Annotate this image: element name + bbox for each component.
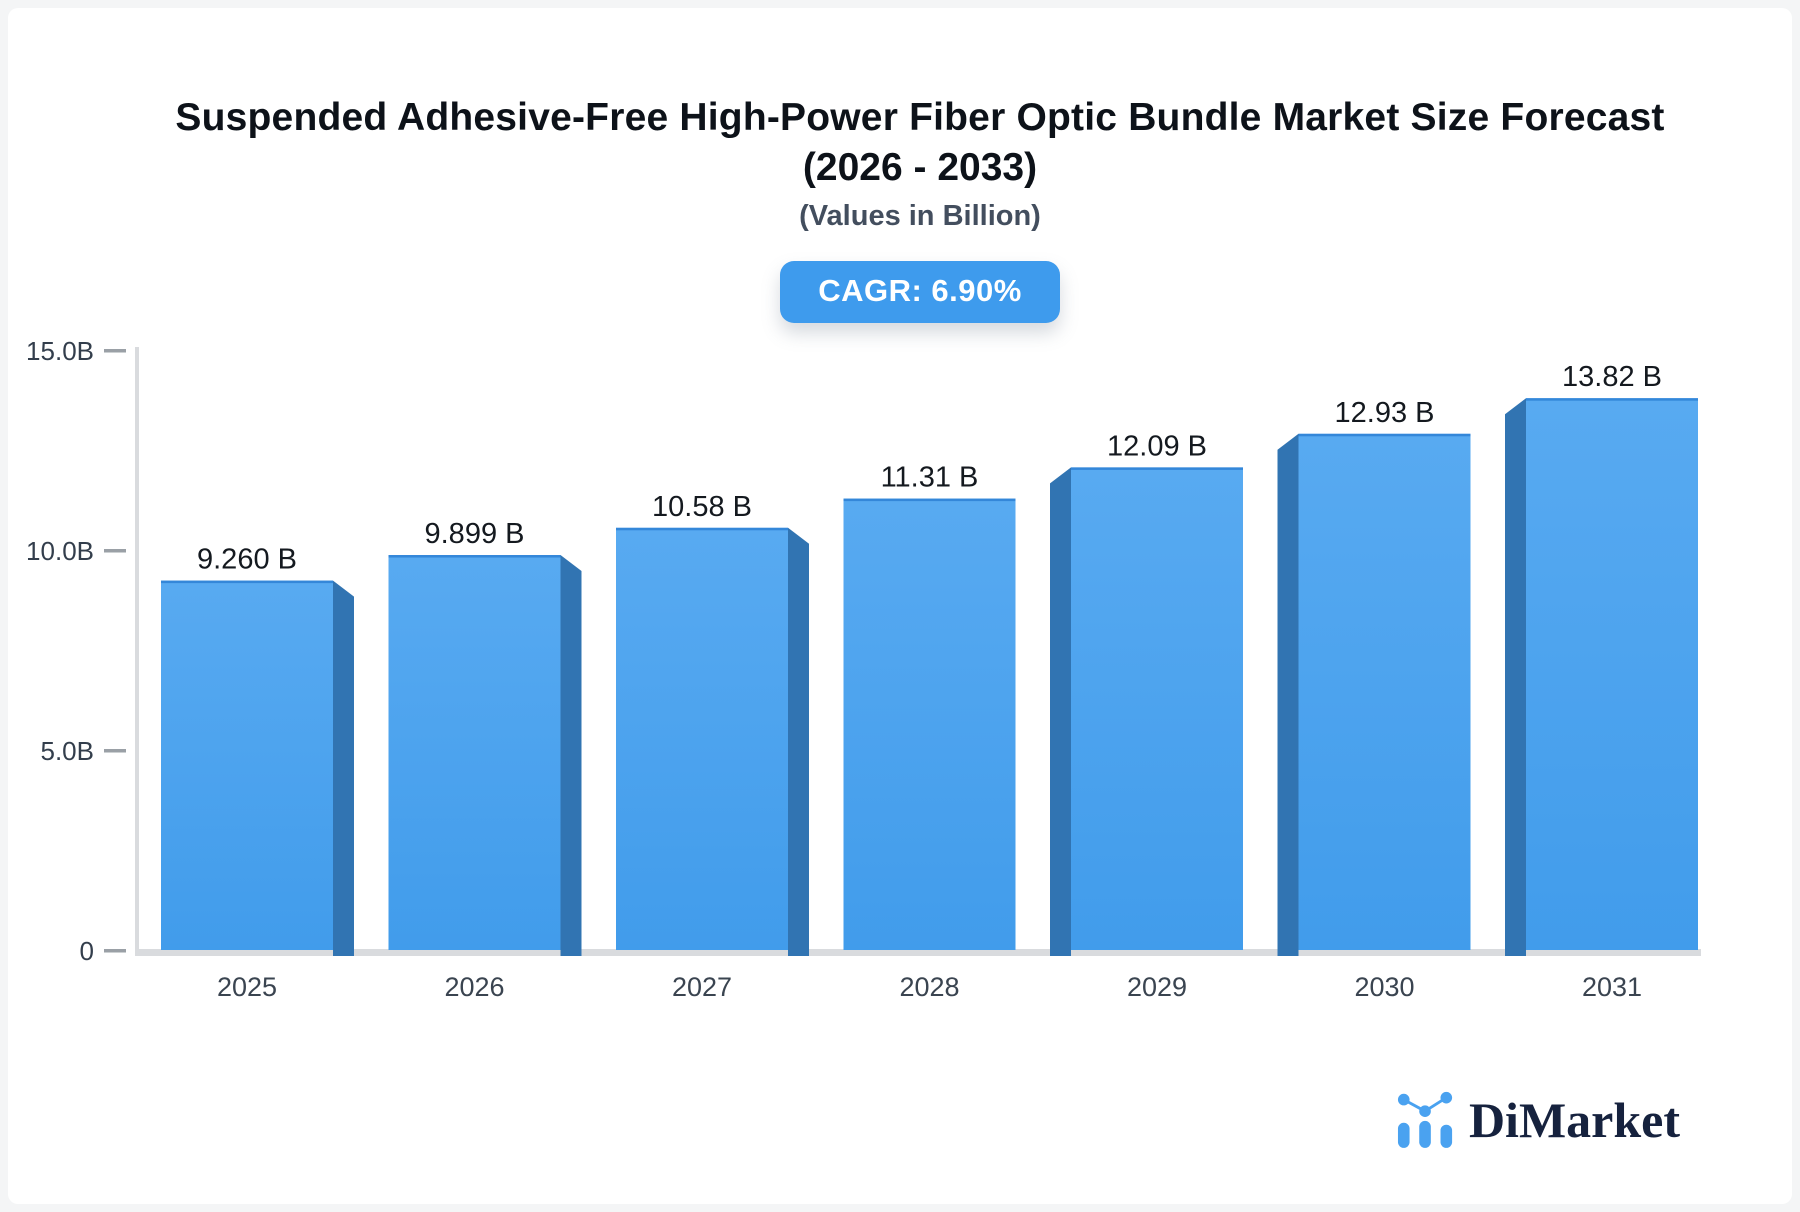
y-tick-label: 15.0B (26, 336, 94, 366)
bar-2030 (1298, 433, 1471, 950)
y-axis-line (135, 347, 139, 956)
bar-top-edge-2029 (1071, 467, 1243, 470)
bar-side-2031 (1505, 398, 1526, 956)
brand-logo: DiMarket (1397, 1086, 1680, 1148)
cagr-badge-wrap: CAGR: 6.90% (40, 261, 1800, 323)
bar-2029 (1071, 467, 1243, 950)
chart-title-line1: Suspended Adhesive-Free High-Power Fiber… (175, 96, 1665, 139)
bar-top-edge-2031 (1526, 398, 1698, 401)
x-axis-line (135, 949, 1701, 956)
y-tick-dash (104, 549, 126, 553)
bar-top-edge-2028 (843, 498, 1016, 502)
bar-top-edge-2030 (1298, 433, 1471, 437)
bar-top-edge-2026 (388, 555, 561, 558)
y-tick-dash (104, 949, 126, 953)
x-axis-label: 2027 (672, 972, 732, 1002)
bar-top-edge-2025 (161, 580, 333, 584)
bar-value-label: 11.31 B (881, 462, 979, 494)
bar-2025 (161, 580, 333, 950)
x-axis-label: 2031 (1582, 972, 1642, 1002)
bar-side-2025 (333, 580, 354, 956)
bar-side-2030 (1277, 433, 1299, 956)
y-tick-label: 10.0B (26, 536, 94, 566)
y-tick-dash (104, 749, 126, 753)
brand-name: DiMarket (1468, 1092, 1680, 1148)
bar-side-2026 (560, 555, 582, 956)
bar-value-label: 12.93 B (1335, 397, 1435, 429)
chart-title-line2: (2026 - 2033) (802, 146, 1038, 189)
cagr-badge: CAGR: 6.90% (780, 261, 1060, 323)
y-tick-label: 5.0B (41, 736, 95, 766)
market-size-bar-chart: 15.0B 10.0B 5.0B 0 9.260 B 2025 9.899 B 2026 10.… (26, 336, 1701, 1002)
bar-2027 (616, 527, 788, 950)
bar-value-label: 9.260 B (197, 544, 297, 576)
y-tick-dash (104, 349, 126, 353)
chart-subtitle: (Values in Billion) (799, 200, 1041, 232)
bar-value-label: 13.82 B (1562, 361, 1662, 393)
x-axis-label: 2030 (1354, 972, 1414, 1002)
bar-value-label: 12.09 B (1107, 430, 1207, 462)
report-card: Suspended Adhesive-Free High-Power Fiber… (8, 8, 1792, 1204)
bar-top-edge-2027 (616, 527, 788, 531)
bar-value-label: 10.58 B (652, 491, 752, 523)
x-axis-label: 2025 (217, 972, 277, 1002)
bar-2028 (843, 498, 1016, 950)
bar-value-label: 9.899 B (425, 518, 525, 550)
bar-side-2029 (1050, 467, 1071, 956)
bar-line-chart-icon (1397, 1091, 1453, 1148)
bar-2031 (1526, 398, 1698, 950)
y-tick-label: 0 (80, 936, 94, 966)
x-axis-label: 2029 (1127, 972, 1187, 1002)
x-axis-label: 2026 (444, 972, 504, 1002)
x-axis-label: 2028 (899, 972, 959, 1002)
bar-side-2027 (788, 527, 809, 956)
bar-2026 (388, 555, 561, 950)
